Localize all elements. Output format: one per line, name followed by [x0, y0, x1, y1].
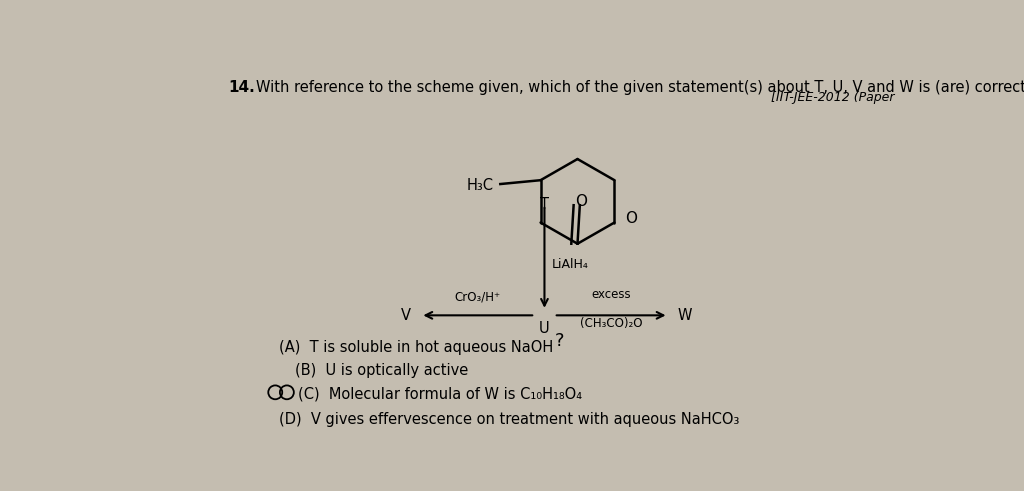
- Text: 14.: 14.: [228, 81, 256, 95]
- Text: excess: excess: [591, 289, 631, 301]
- Text: (C)  Molecular formula of W is C₁₀H₁₈O₄: (C) Molecular formula of W is C₁₀H₁₈O₄: [299, 386, 583, 401]
- FancyBboxPatch shape: [298, 385, 732, 402]
- Text: (B)  U is optically active: (B) U is optically active: [295, 363, 468, 378]
- Text: U: U: [540, 321, 550, 336]
- Text: (CH₃CO)₂O: (CH₃CO)₂O: [580, 317, 642, 330]
- Text: (A)  T is soluble in hot aqueous NaOH: (A) T is soluble in hot aqueous NaOH: [280, 340, 553, 355]
- Text: H₃C: H₃C: [467, 178, 495, 193]
- Text: O: O: [575, 194, 588, 210]
- Text: (C)  Molecular formula of W is C: (C) Molecular formula of W is C: [299, 386, 530, 401]
- Text: (D)  V gives effervescence on treatment with aqueous NaHCO₃: (D) V gives effervescence on treatment w…: [280, 411, 739, 427]
- Text: T: T: [540, 197, 549, 212]
- Text: V: V: [401, 308, 412, 323]
- Text: ?: ?: [555, 332, 564, 350]
- Text: W: W: [678, 308, 692, 323]
- Text: CrO₃/H⁺: CrO₃/H⁺: [455, 290, 501, 303]
- Text: With reference to the scheme given, which of the given statement(s) about T, U, : With reference to the scheme given, whic…: [256, 81, 1024, 95]
- Text: O: O: [626, 211, 637, 226]
- Text: (C)  Molecular formula of W is C₁₀H₁₈O₄: (C) Molecular formula of W is C₁₀H₁₈O₄: [299, 386, 583, 401]
- Text: LiAlH₄: LiAlH₄: [552, 258, 589, 271]
- Text: [IIT-JEE-2012 (Paper: [IIT-JEE-2012 (Paper: [771, 91, 895, 104]
